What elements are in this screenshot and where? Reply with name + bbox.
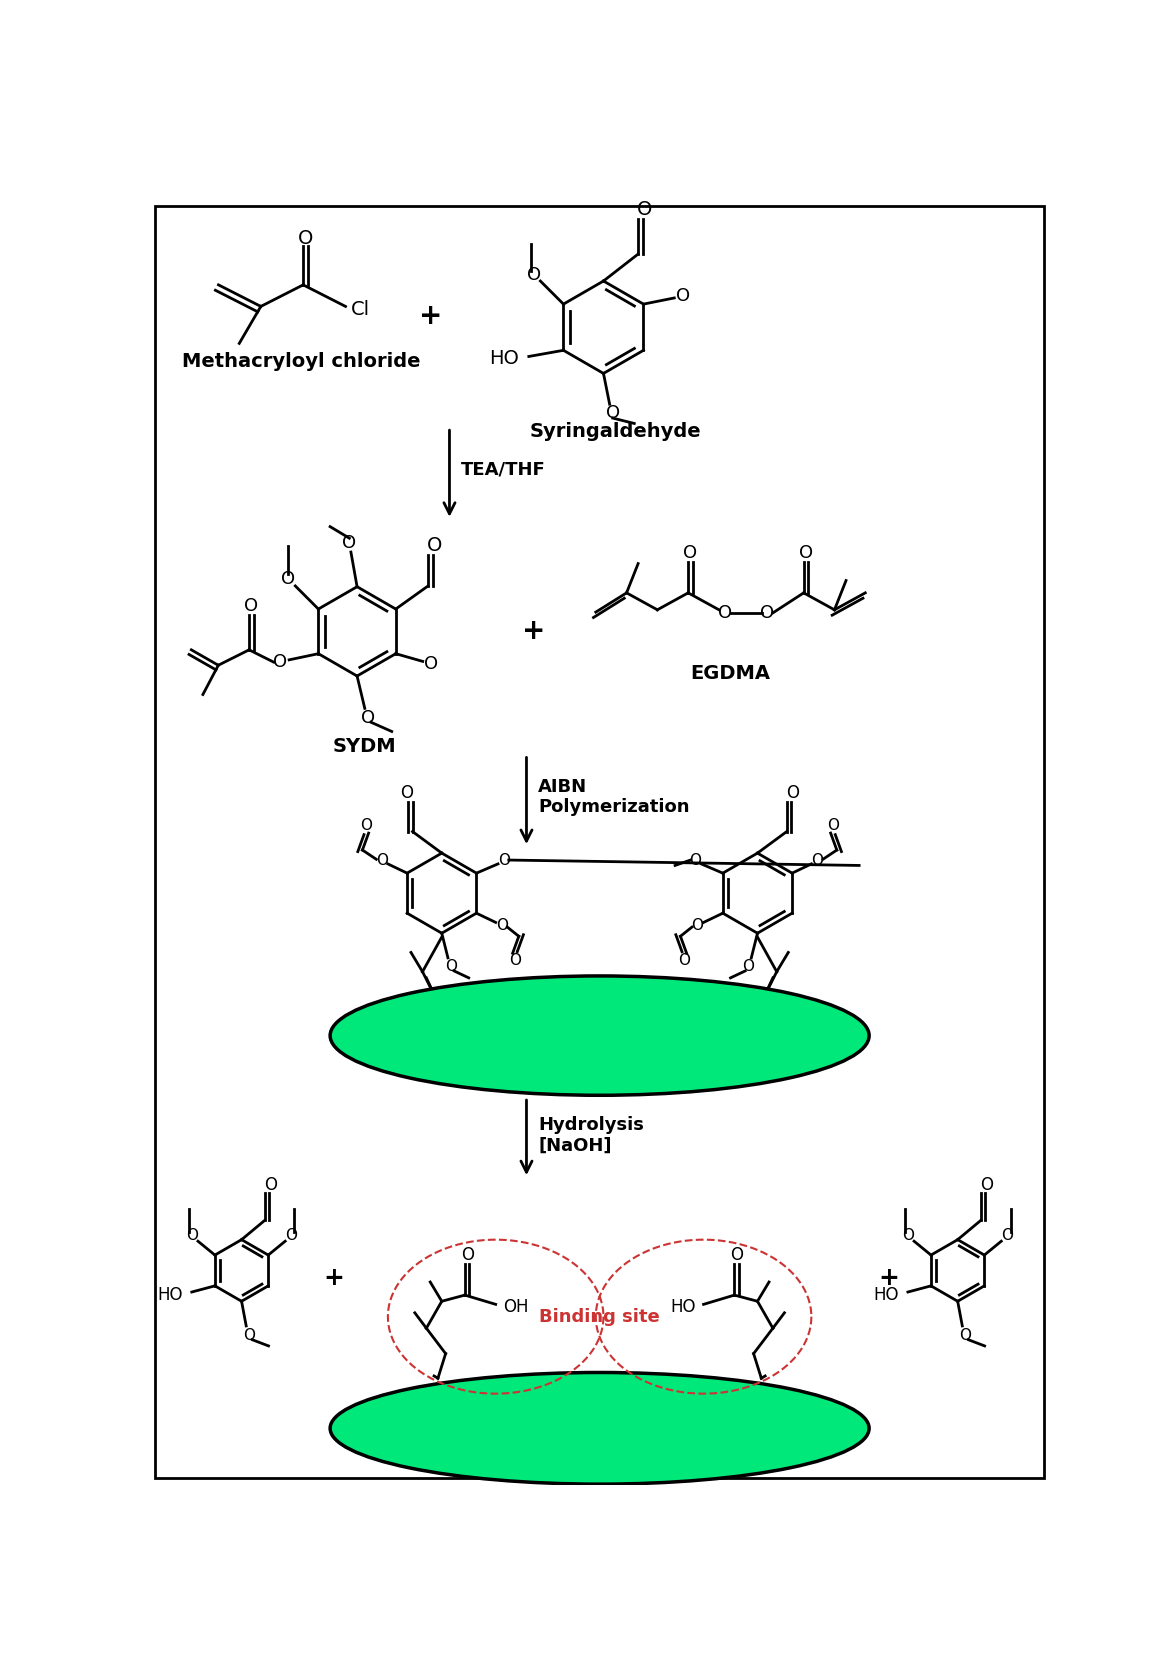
Text: EGDMA: EGDMA <box>690 664 771 684</box>
Text: O: O <box>343 534 357 552</box>
Text: O: O <box>691 917 703 932</box>
Text: O: O <box>689 854 701 869</box>
Text: Cl: Cl <box>351 300 370 319</box>
Text: O: O <box>186 1228 198 1243</box>
Text: Hydrolysis
[NaOH]: Hydrolysis [NaOH] <box>538 1116 644 1156</box>
Text: O: O <box>243 1328 255 1343</box>
Text: O: O <box>636 200 652 219</box>
Text: O: O <box>742 959 755 974</box>
Text: O: O <box>1002 1228 1013 1243</box>
Text: SYDM: SYDM <box>333 737 397 756</box>
Text: O: O <box>528 265 542 284</box>
Text: HO: HO <box>670 1298 696 1316</box>
Text: O: O <box>376 854 387 869</box>
Text: O: O <box>718 604 732 622</box>
Text: HO: HO <box>489 349 518 367</box>
Text: O: O <box>496 917 508 932</box>
Text: O: O <box>445 959 457 974</box>
Text: O: O <box>285 1228 297 1243</box>
Text: Syringaldehyde: Syringaldehyde <box>529 422 701 440</box>
Text: O: O <box>679 954 690 969</box>
Text: O: O <box>676 287 690 305</box>
Text: OH: OH <box>503 1298 529 1316</box>
Text: O: O <box>959 1328 971 1343</box>
Text: O: O <box>498 854 510 869</box>
Text: O: O <box>273 654 287 671</box>
Text: O: O <box>461 1246 474 1264</box>
Text: Methacryloyl chloride: Methacryloyl chloride <box>181 352 420 372</box>
Text: TEA/THF: TEA/THF <box>461 460 545 479</box>
Text: O: O <box>980 1176 993 1194</box>
Text: O: O <box>812 854 824 869</box>
Text: O: O <box>786 784 799 802</box>
Text: +: + <box>878 1266 899 1289</box>
Text: O: O <box>360 709 374 727</box>
Text: O: O <box>606 404 620 422</box>
Text: O: O <box>424 656 439 672</box>
Text: O: O <box>799 544 813 562</box>
Text: AIBN
Polymerization: AIBN Polymerization <box>538 777 689 816</box>
Text: O: O <box>759 604 773 622</box>
Text: +: + <box>419 302 442 330</box>
Text: HO: HO <box>157 1286 183 1304</box>
Text: Binding site: Binding site <box>539 1308 660 1326</box>
Text: O: O <box>360 817 372 832</box>
Ellipse shape <box>330 976 869 1096</box>
Text: O: O <box>281 570 296 589</box>
Text: O: O <box>902 1228 914 1243</box>
FancyBboxPatch shape <box>156 207 1044 1478</box>
Text: O: O <box>827 817 839 832</box>
Text: O: O <box>400 784 413 802</box>
Text: O: O <box>683 544 697 562</box>
Text: O: O <box>427 537 442 555</box>
Text: +: + <box>523 617 546 646</box>
Ellipse shape <box>330 1373 869 1485</box>
Text: O: O <box>264 1176 277 1194</box>
Text: +: + <box>324 1266 344 1289</box>
Text: O: O <box>298 229 314 249</box>
Text: HO: HO <box>873 1286 899 1304</box>
Text: O: O <box>509 954 521 969</box>
Text: O: O <box>730 1246 743 1264</box>
Text: O: O <box>245 597 259 615</box>
